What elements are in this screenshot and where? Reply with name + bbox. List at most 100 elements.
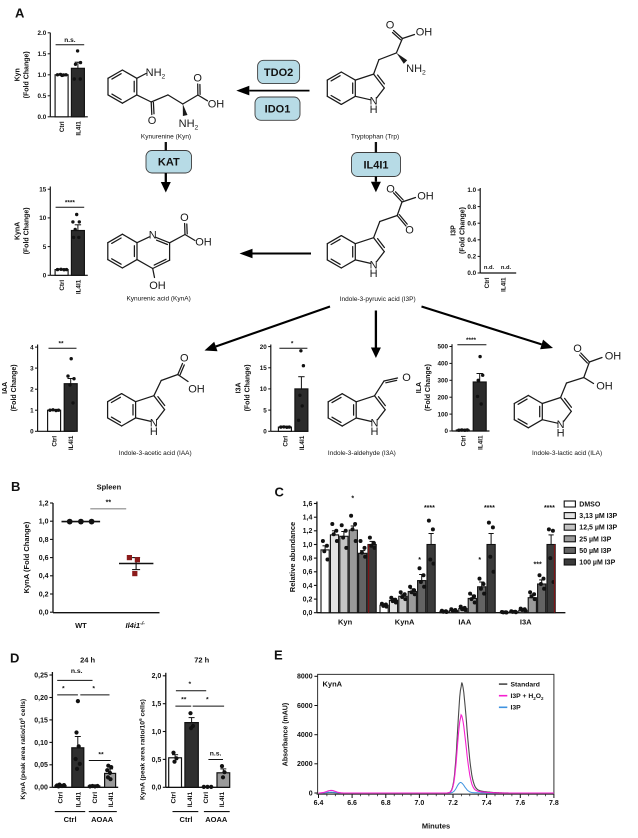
svg-text:AOAA: AOAA — [205, 815, 228, 824]
svg-text:6.4: 6.4 — [314, 800, 324, 807]
svg-text:Ctrl: Ctrl — [170, 792, 177, 804]
svg-text:Ctrl: Ctrl — [203, 792, 210, 804]
svg-text:H: H — [557, 428, 565, 440]
svg-text:Kynurenine (Kyn): Kynurenine (Kyn) — [141, 134, 191, 141]
svg-text:0.2: 0.2 — [467, 254, 476, 261]
svg-text:1,0: 1,0 — [152, 729, 162, 736]
svg-text:IAA: IAA — [2, 382, 9, 394]
svg-text:0,05: 0,05 — [34, 762, 48, 769]
svg-text:Indole-3-acetic acid (IAA): Indole-3-acetic acid (IAA) — [119, 450, 192, 457]
svg-text:24 h: 24 h — [80, 656, 95, 665]
svg-text:**: ** — [106, 500, 112, 507]
svg-text:Il4i1-/-: Il4i1-/- — [126, 621, 146, 630]
svg-text:H: H — [370, 268, 378, 280]
svg-text:Standard: Standard — [511, 682, 540, 689]
svg-text:2,0: 2,0 — [152, 673, 162, 680]
svg-text:0,4: 0,4 — [303, 583, 313, 590]
svg-text:(Fold Change): (Fold Change) — [245, 364, 252, 411]
svg-text:0.0: 0.0 — [467, 270, 476, 277]
svg-text:*: * — [206, 697, 209, 704]
svg-text:O: O — [148, 115, 157, 127]
svg-text:7.2: 7.2 — [448, 800, 458, 807]
svg-text:I3P: I3P — [511, 705, 522, 712]
svg-text:OH: OH — [195, 237, 212, 249]
svg-text:N: N — [370, 259, 378, 271]
svg-text:Indole-3-aldehyde (I3A): Indole-3-aldehyde (I3A) — [328, 450, 396, 457]
svg-text:NH2: NH2 — [406, 63, 426, 77]
svg-text:OH: OH — [596, 381, 613, 393]
svg-text:0: 0 — [43, 273, 47, 280]
svg-text:2.0: 2.0 — [38, 30, 47, 37]
svg-text:O: O — [573, 343, 582, 355]
svg-text:(Fold Change): (Fold Change) — [11, 364, 18, 411]
svg-text:(Fold Change): (Fold Change) — [425, 364, 432, 411]
svg-text:Ctrl: Ctrl — [180, 815, 193, 824]
svg-text:ILA: ILA — [416, 382, 423, 393]
svg-text:TDO2: TDO2 — [264, 67, 293, 79]
svg-text:KynA: KynA — [15, 222, 22, 240]
svg-text:1,5: 1,5 — [152, 701, 162, 708]
svg-text:Ctrl: Ctrl — [460, 435, 467, 446]
svg-text:0,0: 0,0 — [152, 785, 162, 792]
svg-text:0,00: 0,00 — [34, 785, 48, 792]
svg-text:Ctrl: Ctrl — [92, 792, 99, 804]
svg-text:N: N — [557, 419, 565, 431]
svg-text:50 µM I3P: 50 µM I3P — [579, 548, 611, 555]
svg-text:O: O — [386, 20, 395, 32]
svg-text:0: 0 — [444, 428, 448, 435]
svg-text:**: ** — [98, 752, 104, 759]
svg-text:N: N — [149, 230, 157, 242]
svg-text:O: O — [405, 225, 414, 237]
svg-text:Ctrl: Ctrl — [57, 792, 64, 804]
svg-text:Ctrl: Ctrl — [52, 436, 59, 447]
svg-text:H: H — [370, 104, 378, 116]
svg-text:0: 0 — [30, 429, 34, 436]
svg-text:OH: OH — [605, 351, 622, 363]
svg-text:200: 200 — [437, 394, 448, 401]
svg-text:****: **** — [484, 505, 495, 512]
svg-text:A: A — [15, 6, 25, 21]
svg-text:OH: OH — [208, 99, 225, 111]
svg-text:AOAA: AOAA — [91, 815, 114, 824]
svg-text:N: N — [371, 417, 379, 429]
svg-text:E: E — [274, 648, 283, 663]
svg-text:IL4I1: IL4I1 — [75, 121, 82, 136]
svg-text:Ctrl: Ctrl — [484, 277, 491, 288]
svg-text:IL4I1: IL4I1 — [299, 435, 306, 450]
svg-text:15: 15 — [39, 186, 47, 193]
svg-text:n.d.: n.d. — [501, 265, 512, 271]
svg-text:15: 15 — [260, 365, 268, 372]
svg-text:Kyn: Kyn — [338, 618, 353, 627]
svg-text:7.6: 7.6 — [515, 800, 525, 807]
svg-text:H: H — [371, 426, 379, 438]
svg-text:KynA: KynA — [395, 618, 415, 627]
svg-text:1,2: 1,2 — [39, 500, 49, 507]
svg-text:OH: OH — [188, 384, 205, 396]
svg-text:1.5: 1.5 — [38, 51, 47, 58]
svg-text:H: H — [150, 426, 158, 438]
svg-text:7.8: 7.8 — [549, 800, 559, 807]
svg-text:*: * — [188, 681, 191, 688]
svg-text:*: * — [351, 496, 354, 503]
svg-text:**: ** — [181, 697, 187, 704]
svg-text:***: *** — [534, 562, 542, 569]
svg-text:20: 20 — [260, 344, 268, 351]
svg-text:n.s.: n.s. — [71, 668, 83, 675]
svg-text:0,6: 0,6 — [39, 555, 49, 562]
svg-text:I3P + H2O2: I3P + H2O2 — [511, 693, 545, 701]
svg-text:Relative abundance: Relative abundance — [288, 522, 297, 592]
svg-text:Spleen: Spleen — [97, 483, 122, 492]
svg-text:0,2: 0,2 — [39, 591, 49, 598]
svg-text:400: 400 — [437, 361, 448, 368]
svg-text:O: O — [402, 372, 411, 384]
svg-text:IL4I1: IL4I1 — [219, 792, 226, 808]
svg-text:5: 5 — [263, 407, 267, 414]
svg-text:1,0: 1,0 — [303, 542, 313, 549]
svg-text:IL4I1: IL4I1 — [187, 792, 194, 808]
svg-text:C: C — [275, 485, 285, 500]
svg-text:O: O — [180, 353, 189, 365]
svg-text:IL4I1: IL4I1 — [477, 435, 484, 450]
svg-text:0: 0 — [263, 429, 267, 436]
svg-text:****: **** — [466, 337, 477, 344]
svg-text:****: **** — [424, 505, 435, 512]
